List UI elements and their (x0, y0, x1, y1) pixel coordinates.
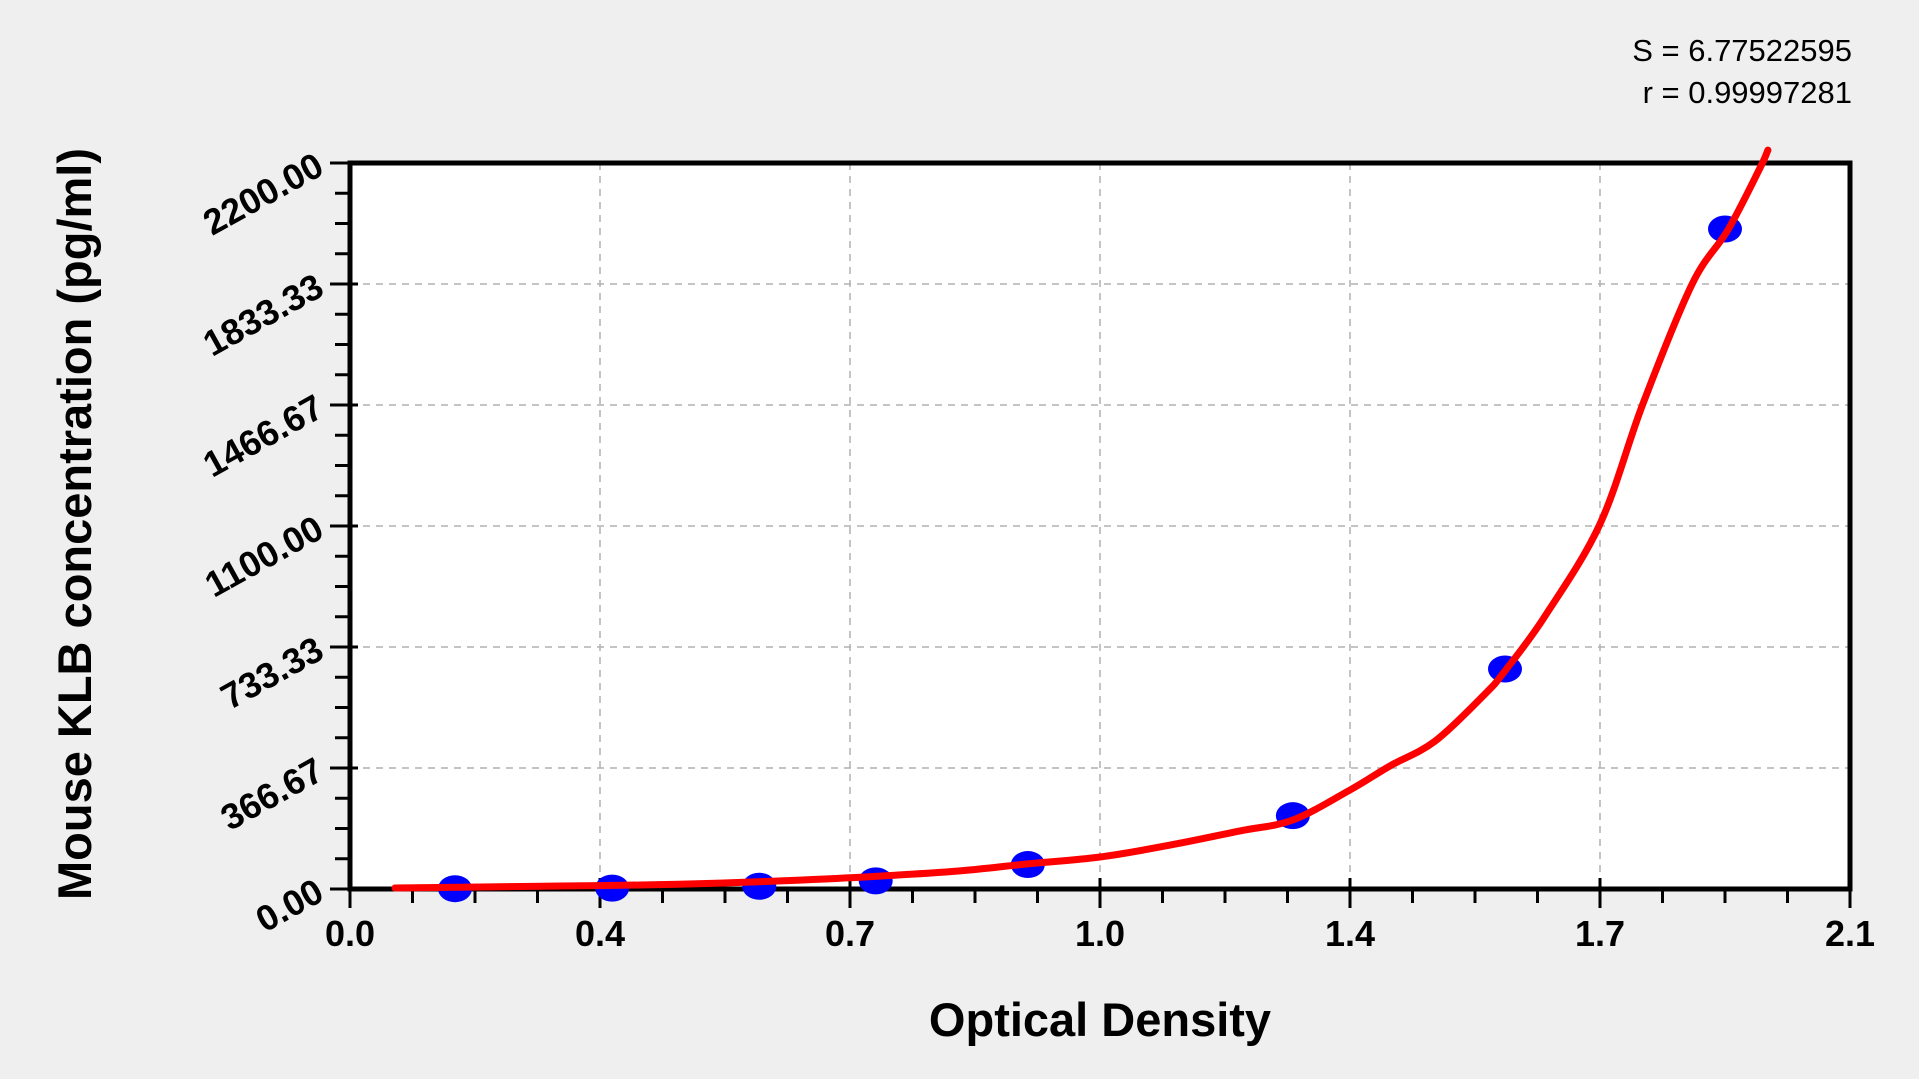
y-tick-label: 2200.00 (196, 144, 330, 243)
s-value-label: S = 6.77522595 (1632, 33, 1852, 68)
y-tick-label: 1100.00 (198, 507, 330, 605)
y-tick-label: 366.67 (214, 749, 330, 838)
x-tick-label: 1.4 (1325, 913, 1375, 954)
x-tick-label: 1.7 (1575, 913, 1625, 954)
data-point (858, 867, 893, 895)
x-axis-title: Optical Density (928, 993, 1272, 1046)
y-tick-label: 733.33 (214, 628, 330, 717)
fit-statistics: S = 6.77522595 r = 0.99997281 (1632, 30, 1852, 114)
data-point (742, 872, 777, 900)
x-tick-label: 0.0 (325, 913, 375, 954)
fit-curve (391, 146, 1772, 892)
x-tick-label: 0.4 (575, 913, 625, 954)
x-tick-label: 0.7 (825, 913, 875, 954)
x-tick-label: 2.1 (1825, 913, 1875, 954)
y-tick-label: 0.00 (249, 870, 330, 940)
y-tick-label: 1466.67 (196, 386, 330, 485)
y-tick-label: 1833.33 (196, 265, 330, 364)
x-tick-label: 1.0 (1075, 913, 1125, 954)
r-value-label: r = 0.99997281 (1642, 75, 1852, 110)
